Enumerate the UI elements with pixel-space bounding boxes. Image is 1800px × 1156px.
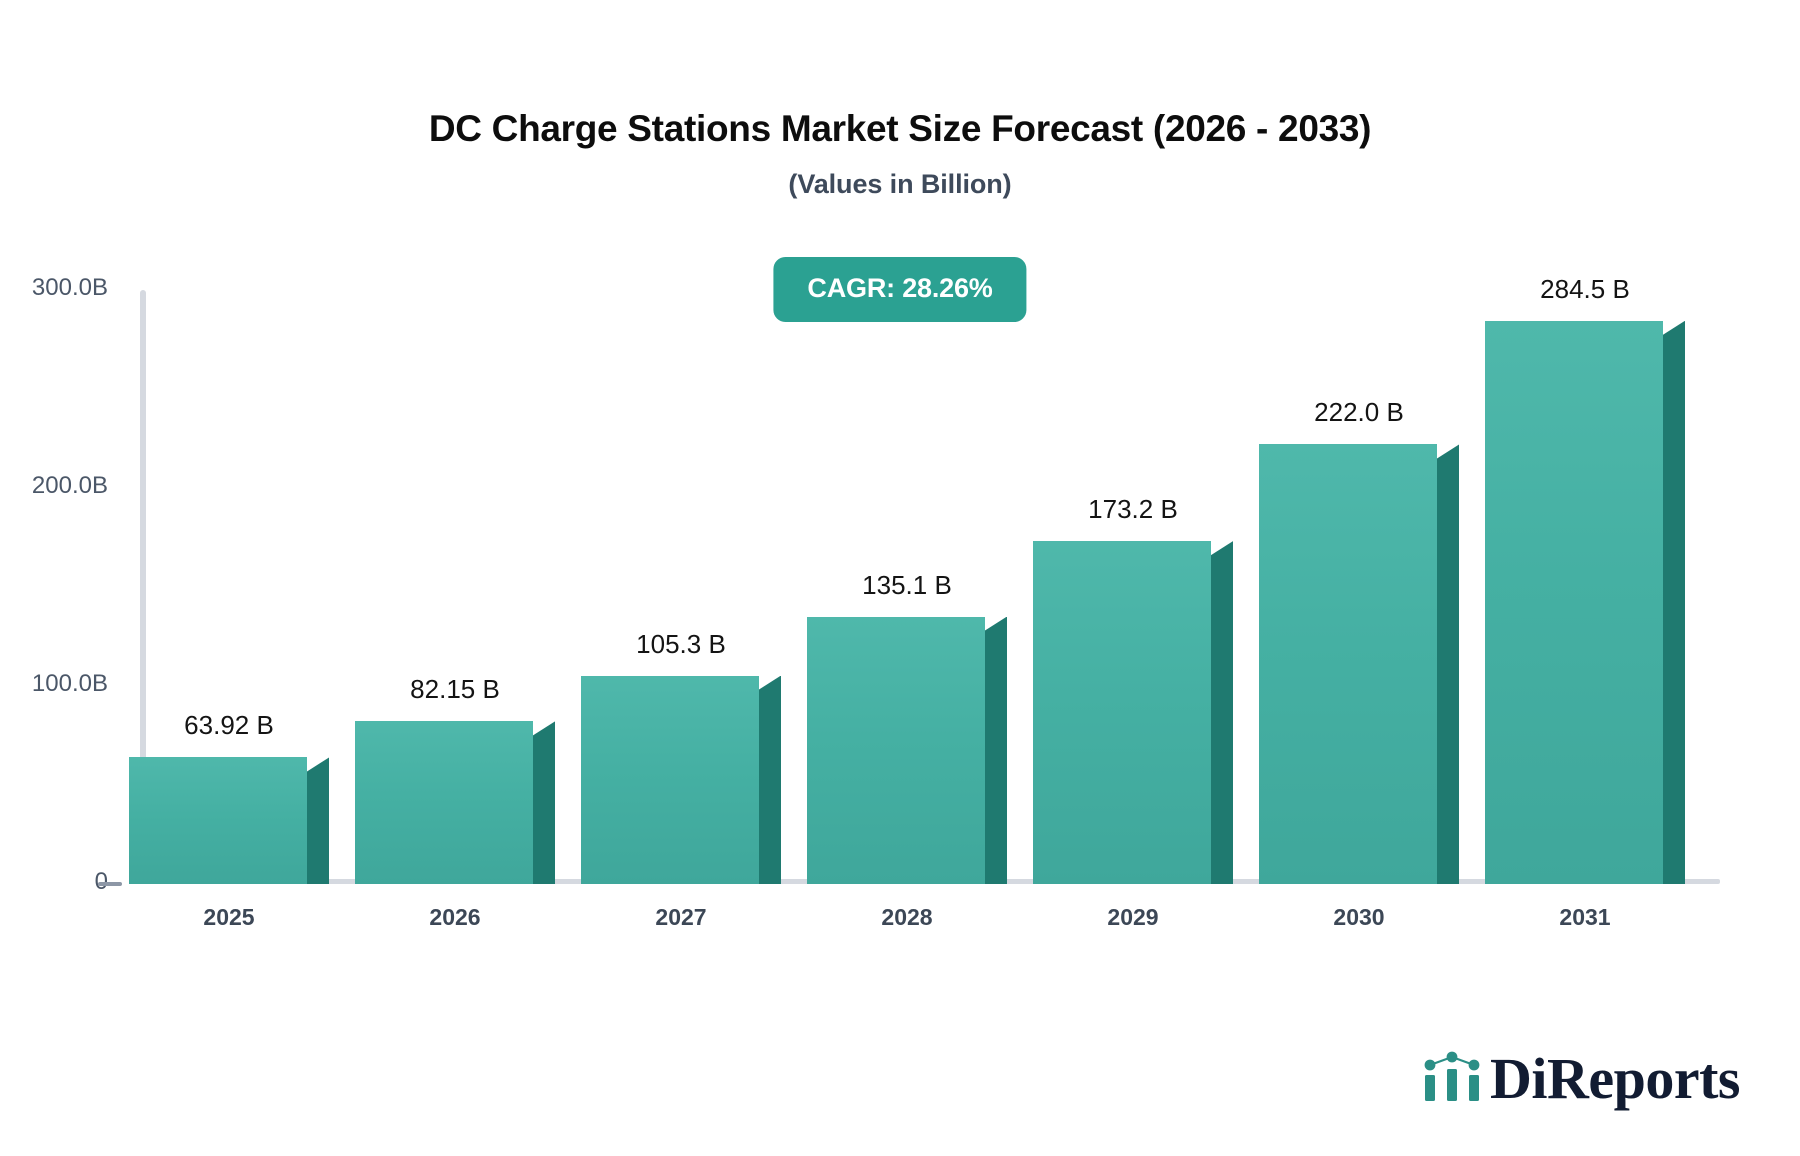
x-tick-2029: 2029 [1107,904,1159,930]
x-tick-2031: 2031 [1559,904,1611,930]
x-tick-2027: 2027 [655,904,707,930]
bar-value-label: 222.0 B [1314,397,1404,428]
logo-text: DiReports [1489,1046,1741,1111]
bar-2026[interactable]: 82.15 B [355,674,555,884]
bars-layer: 63.92 B 82.15 B 105.3 B 135.1 B 173.2 B 222.0… [129,274,1720,884]
y-tick-label: 0 [95,868,108,896]
bar-chart-icon [1422,1051,1484,1108]
bar-side-3d [1663,320,1685,884]
bar-2031[interactable]: 284.5 B [1485,274,1685,884]
bar-value-label: 135.1 B [862,569,952,600]
bar-face [1259,444,1437,884]
bar-value-label: 105.3 B [636,628,726,659]
bar-face [1033,541,1211,884]
bar-face [129,757,307,884]
bar-2029[interactable]: 173.2 B [1033,494,1233,884]
bar-side-3d [759,675,781,884]
chart-subtitle: (Values in Billion) [788,168,1012,199]
bar-value-label: 82.15 B [410,674,500,705]
cagr-badge: CAGR: 28.26% [773,257,1027,322]
bar-value-label: 63.92 B [184,710,274,741]
bar-2028[interactable]: 135.1 B [807,570,1007,884]
plot-area: 63.92 B 82.15 B 105.3 B 135.1 B 173.2 B 222.0… [129,274,1720,884]
bar-face [1485,320,1663,884]
x-tick-2028: 2028 [881,904,933,930]
bar-face [807,616,985,884]
title-block: DC Charge Stations Market Size Forecast … [0,108,1800,200]
direports-logo: DiReports [1422,1046,1741,1111]
bar-face [581,675,759,884]
bar-value-label: 173.2 B [1088,494,1178,525]
y-zero-tick-mark [98,882,122,886]
y-tick-label: 300.0B [31,274,108,301]
bar-face [355,721,533,884]
bar-value-label: 284.5 B [1540,273,1630,304]
bar-side-3d [533,721,555,884]
y-tick-label: 100.0B [31,670,108,697]
x-tick-2025: 2025 [203,904,255,930]
x-tick-2026: 2026 [429,904,481,930]
y-axis-line [140,290,146,884]
bar-2025[interactable]: 63.92 B [129,710,329,884]
x-tick-2030: 2030 [1333,904,1385,930]
bar-side-3d [985,616,1007,884]
bar-2030[interactable]: 222.0 B [1259,397,1459,884]
bar-side-3d [307,757,329,884]
bar-side-3d [1211,541,1233,884]
bar-side-3d [1437,444,1459,884]
bar-2027[interactable]: 105.3 B [581,629,781,884]
page-title: DC Charge Stations Market Size Forecast … [428,108,1372,149]
y-tick-label: 200.0B [31,472,108,499]
